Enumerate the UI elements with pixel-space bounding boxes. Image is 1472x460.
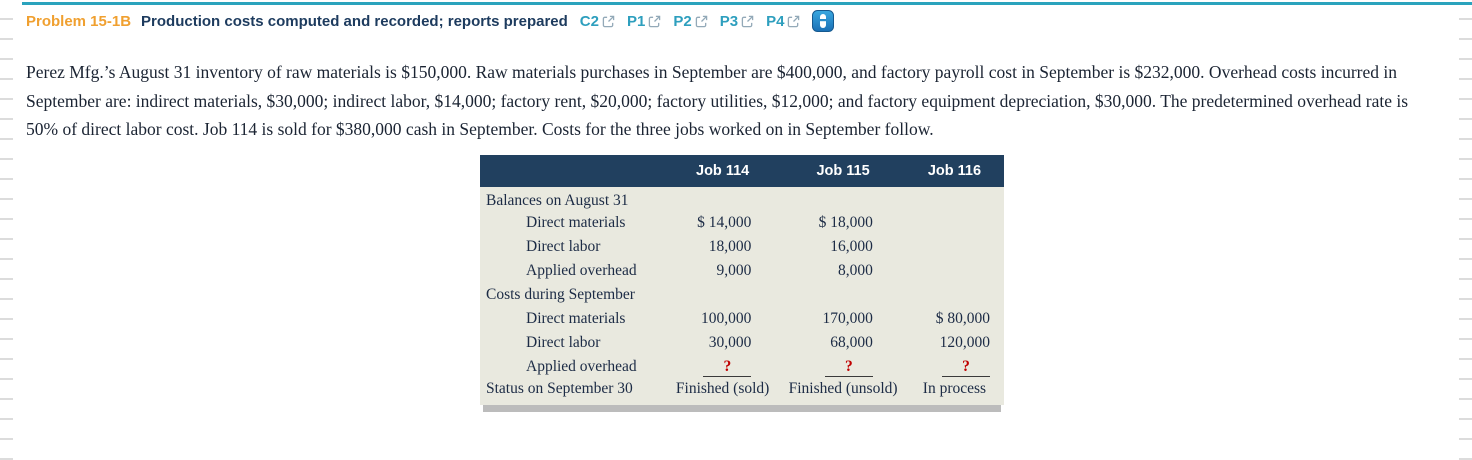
job-cost-table: Job 114 Job 115 Job 116 Balances on Augu…	[480, 155, 1004, 412]
column-header-blank	[480, 155, 664, 187]
cell-job116: $ 80,000	[935, 310, 990, 327]
cell-job115	[781, 187, 905, 211]
tag-p4[interactable]: P4	[766, 13, 800, 30]
row-label: Direct labor	[526, 334, 601, 351]
cell-job116: ?	[905, 355, 1004, 379]
tag-label: C2	[579, 12, 599, 30]
cell-job115	[781, 283, 905, 307]
cell-job116	[905, 211, 1004, 235]
row-label: Status on September 30	[486, 380, 633, 397]
table-drop-shadow	[483, 405, 1001, 412]
table-row: Costs during September	[480, 283, 1004, 307]
cell-job114	[664, 187, 781, 211]
cell-job114: 18,000	[708, 238, 752, 255]
cell-job116	[905, 283, 1004, 307]
row-label: Costs during September	[486, 286, 635, 303]
tag-label: P3	[719, 12, 739, 30]
cell-job116: In process	[922, 379, 987, 397]
table-header-row: Job 114 Job 115 Job 116	[480, 155, 1004, 187]
cell-job114: 9,000	[716, 262, 752, 279]
cell-job115: 68,000	[830, 334, 873, 351]
learning-objective-tags: C2 P1 P2 P3 P4	[580, 13, 801, 30]
tag-p1[interactable]: P1	[627, 13, 661, 30]
cell-job115: Finished (unsold)	[788, 379, 898, 397]
table-row: Direct labor 18,000 16,000	[480, 235, 1004, 259]
tag-p2[interactable]: P2	[673, 13, 707, 30]
unknown-value: ?	[824, 358, 873, 377]
unknown-value: ?	[942, 358, 990, 377]
cell-job114: 100,000	[700, 310, 752, 327]
external-link-icon	[741, 15, 754, 28]
table-row-applied-overhead-unknown: Applied overhead ? ? ?	[480, 355, 1004, 379]
table-row: Direct labor 30,000 68,000 120,000	[480, 331, 1004, 355]
section-divider-rule	[22, 2, 1472, 5]
table-row-status: Status on September 30 Finished (sold) F…	[480, 379, 1004, 405]
right-edge-ruling	[1459, 0, 1472, 460]
row-label: Applied overhead	[526, 262, 637, 279]
table-row: Balances on August 31	[480, 187, 1004, 211]
connect-activity-icon[interactable]	[812, 10, 835, 32]
table-row: Direct materials $ 14,000 $ 18,000	[480, 211, 1004, 235]
cell-job115: 170,000	[822, 310, 873, 327]
tag-label: P1	[626, 12, 646, 30]
row-label: Direct labor	[526, 238, 601, 255]
cell-job114: $ 14,000	[697, 214, 752, 231]
cell-job115: $ 18,000	[818, 214, 873, 231]
external-link-icon	[695, 15, 708, 28]
column-header-job-114: Job 114	[663, 155, 782, 187]
left-edge-ruling	[0, 0, 13, 460]
cell-job116: 120,000	[939, 334, 990, 351]
tag-label: P4	[766, 12, 785, 30]
tag-c2[interactable]: C2	[580, 13, 615, 30]
cell-job116	[905, 187, 1004, 211]
external-link-icon	[787, 15, 800, 28]
row-label: Direct materials	[526, 310, 626, 327]
table-row: Direct materials 100,000 170,000 $ 80,00…	[480, 307, 1004, 331]
problem-code: Problem 15-1B	[26, 12, 132, 30]
row-label: Applied overhead	[526, 358, 637, 375]
table-row: Applied overhead 9,000 8,000	[480, 259, 1004, 283]
cell-job115: 16,000	[830, 238, 873, 255]
cell-job116	[905, 235, 1004, 259]
external-link-icon	[648, 15, 661, 28]
tag-label: P2	[673, 12, 692, 30]
cell-job115: 8,000	[837, 262, 873, 279]
problem-title: Production costs computed and recorded; …	[141, 12, 568, 30]
unknown-value: ?	[703, 358, 752, 377]
external-link-icon	[602, 15, 615, 28]
column-header-job-116: Job 116	[904, 155, 1004, 187]
row-label: Direct materials	[526, 214, 626, 231]
column-header-job-115: Job 115	[781, 155, 905, 187]
cell-job116	[905, 259, 1004, 283]
tag-p3[interactable]: P3	[720, 13, 754, 30]
cell-job114	[664, 283, 781, 307]
cell-job114: ?	[664, 355, 781, 379]
problem-header: Problem 15-1B Production costs computed …	[26, 10, 835, 32]
cell-job114: Finished (sold)	[675, 379, 770, 397]
problem-statement: Perez Mfg.’s August 31 inventory of raw …	[26, 62, 1409, 139]
cell-job114: 30,000	[708, 334, 752, 351]
cell-job115: ?	[781, 355, 905, 379]
row-label: Balances on August 31	[486, 192, 629, 209]
